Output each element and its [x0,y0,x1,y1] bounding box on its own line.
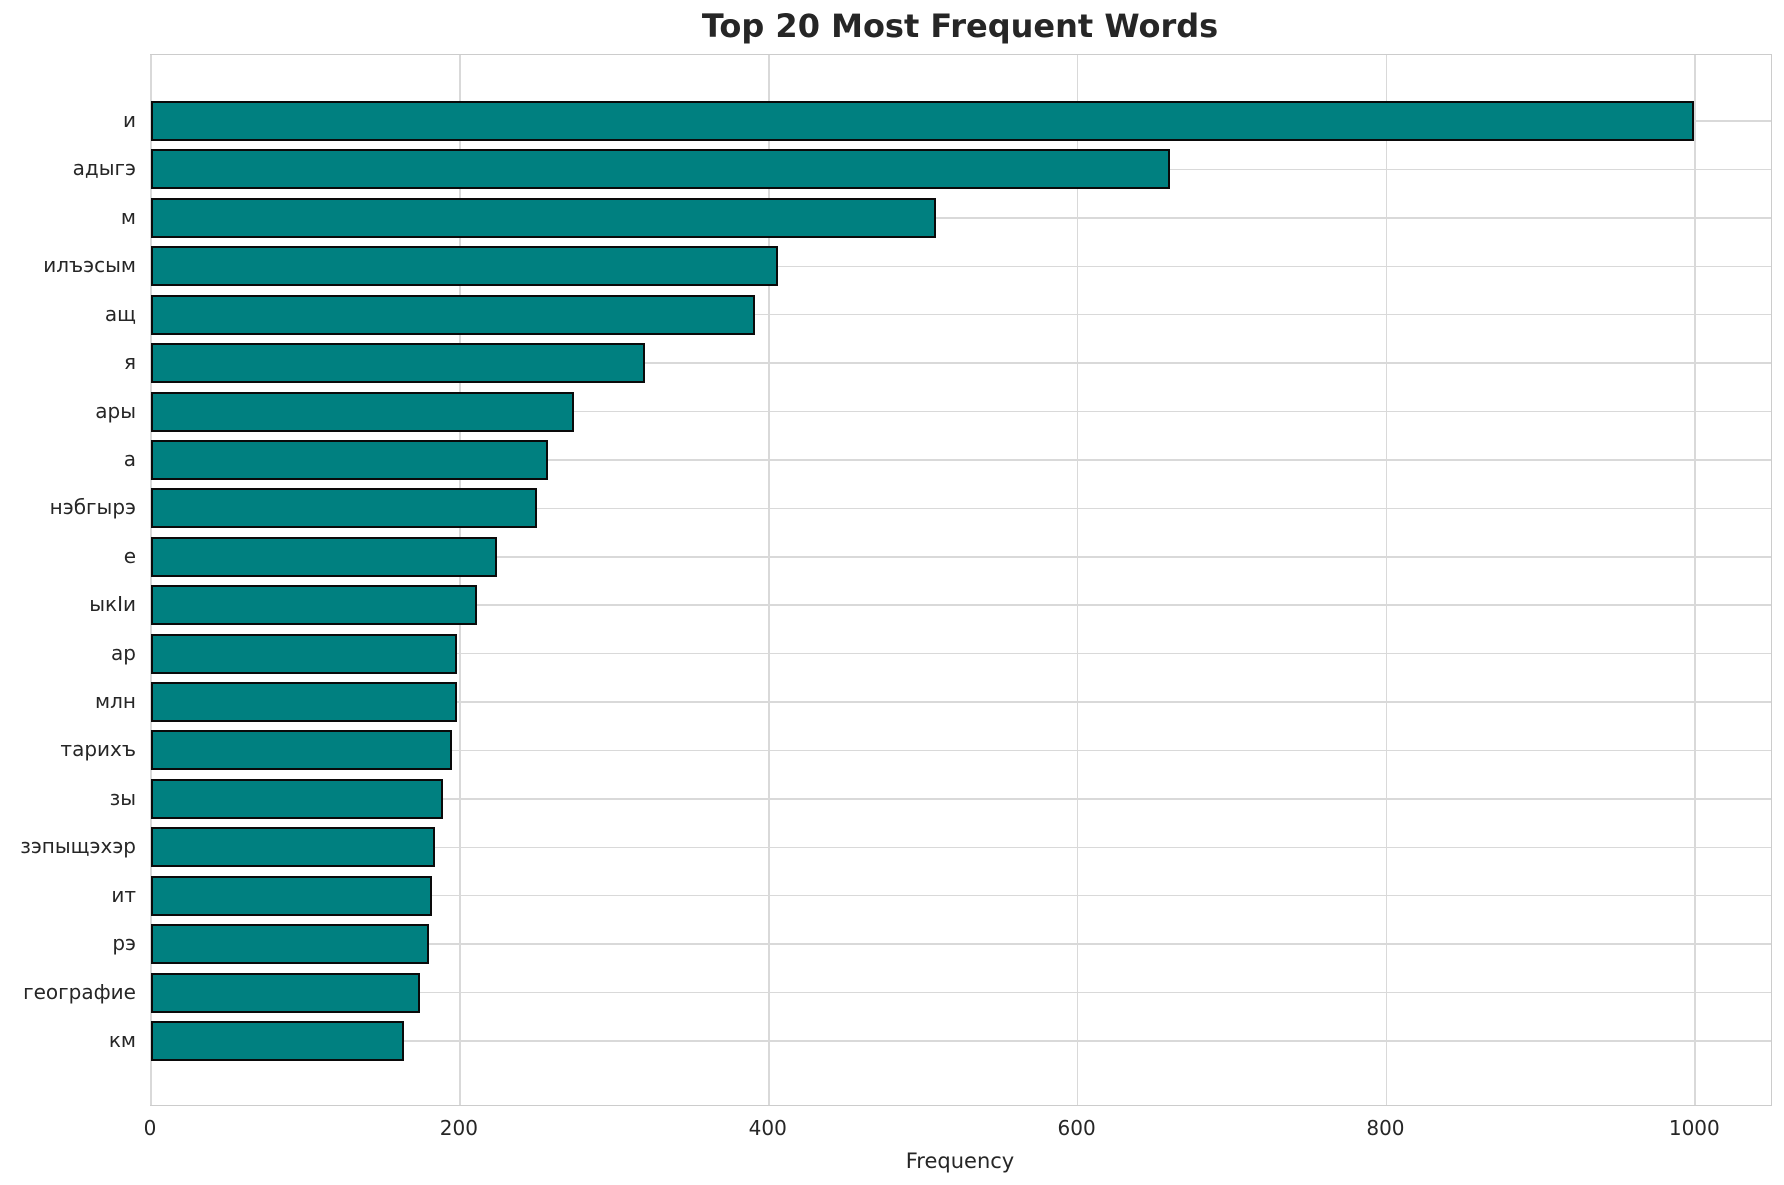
y-gridline [151,701,1771,703]
bar [151,1020,405,1061]
y-tick-label: рэ [112,931,136,956]
bar [151,827,436,868]
x-tick-label: 200 [439,1116,478,1140]
y-tick-label: нэбгырэ [49,495,136,520]
bar [151,439,548,480]
y-tick-label: ар [111,640,136,665]
chart-title: Top 20 Most Frequent Words [701,7,1219,45]
y-gridline [151,313,1771,316]
x-gridline [1076,55,1079,1105]
y-tick-label: млн [95,689,136,714]
bar [151,730,453,771]
y-gridline [151,556,1771,558]
y-gridline [151,507,1771,510]
y-gridline [151,217,1771,219]
y-tick-label: м [120,204,136,229]
bar [151,246,778,287]
bar [151,778,443,819]
y-gridline [151,894,1771,897]
x-tick-label: 600 [1057,1116,1096,1140]
bar [151,972,420,1013]
y-gridline [151,265,1771,267]
y-tick-label: ит [111,882,136,907]
bar [151,488,538,529]
bar [151,633,457,674]
y-gridline [151,798,1771,800]
y-gridline [151,362,1771,364]
bar [151,682,457,723]
y-tick-label: ащ [104,301,136,326]
y-tick-label: илъэсым [43,253,136,278]
bar [151,875,433,916]
bar [151,197,936,238]
y-tick-label: ыкIи [89,592,136,617]
x-tick-label: 0 [143,1116,157,1140]
y-gridline [151,1040,1771,1042]
bar [151,294,755,335]
x-tick-label: 400 [748,1116,787,1140]
y-tick-label: зэпыщэхэр [20,834,136,859]
y-gridline [151,459,1771,461]
y-tick-label: км [108,1027,136,1052]
y-axis-labels: и адыгэ м илъэсым ащ я ары а нэбгырэ е ыкIи ар млн та… [0,54,136,1104]
bar [151,924,429,965]
y-gridline [151,749,1771,752]
bar [151,101,1694,141]
y-tick-label: географие [23,979,136,1004]
y-tick-label: а [123,446,136,471]
x-tick-label: 800 [1366,1116,1405,1140]
bar [151,585,477,626]
y-gridline [151,652,1771,655]
plot-area [150,54,1772,1106]
y-tick-label: адыгэ [72,156,136,181]
x-gridline [767,55,770,1105]
x-gridline [458,55,461,1105]
y-tick-label: я [123,350,136,375]
y-tick-label: ары [95,398,136,423]
y-gridline [151,991,1771,994]
y-tick-label: е [123,543,136,568]
bar [151,343,646,384]
x-axis-title: Frequency [905,1149,1015,1173]
bar [151,536,497,577]
bar [151,149,1171,190]
y-gridline [151,410,1771,413]
y-gridline [151,604,1771,606]
x-gridline [150,55,152,1105]
y-tick-label: зы [109,785,136,810]
y-tick-label: и [123,108,136,132]
x-axis-ticks: 0 200 400 600 800 1000 [144,1114,1770,1144]
y-gridline [151,846,1771,849]
x-tick-label: 1000 [1668,1116,1720,1140]
y-tick-label: тарихъ [60,737,136,762]
y-gridline [151,943,1771,945]
x-gridline [1385,55,1388,1105]
bar [151,391,575,432]
x-gridline [1694,55,1697,1105]
